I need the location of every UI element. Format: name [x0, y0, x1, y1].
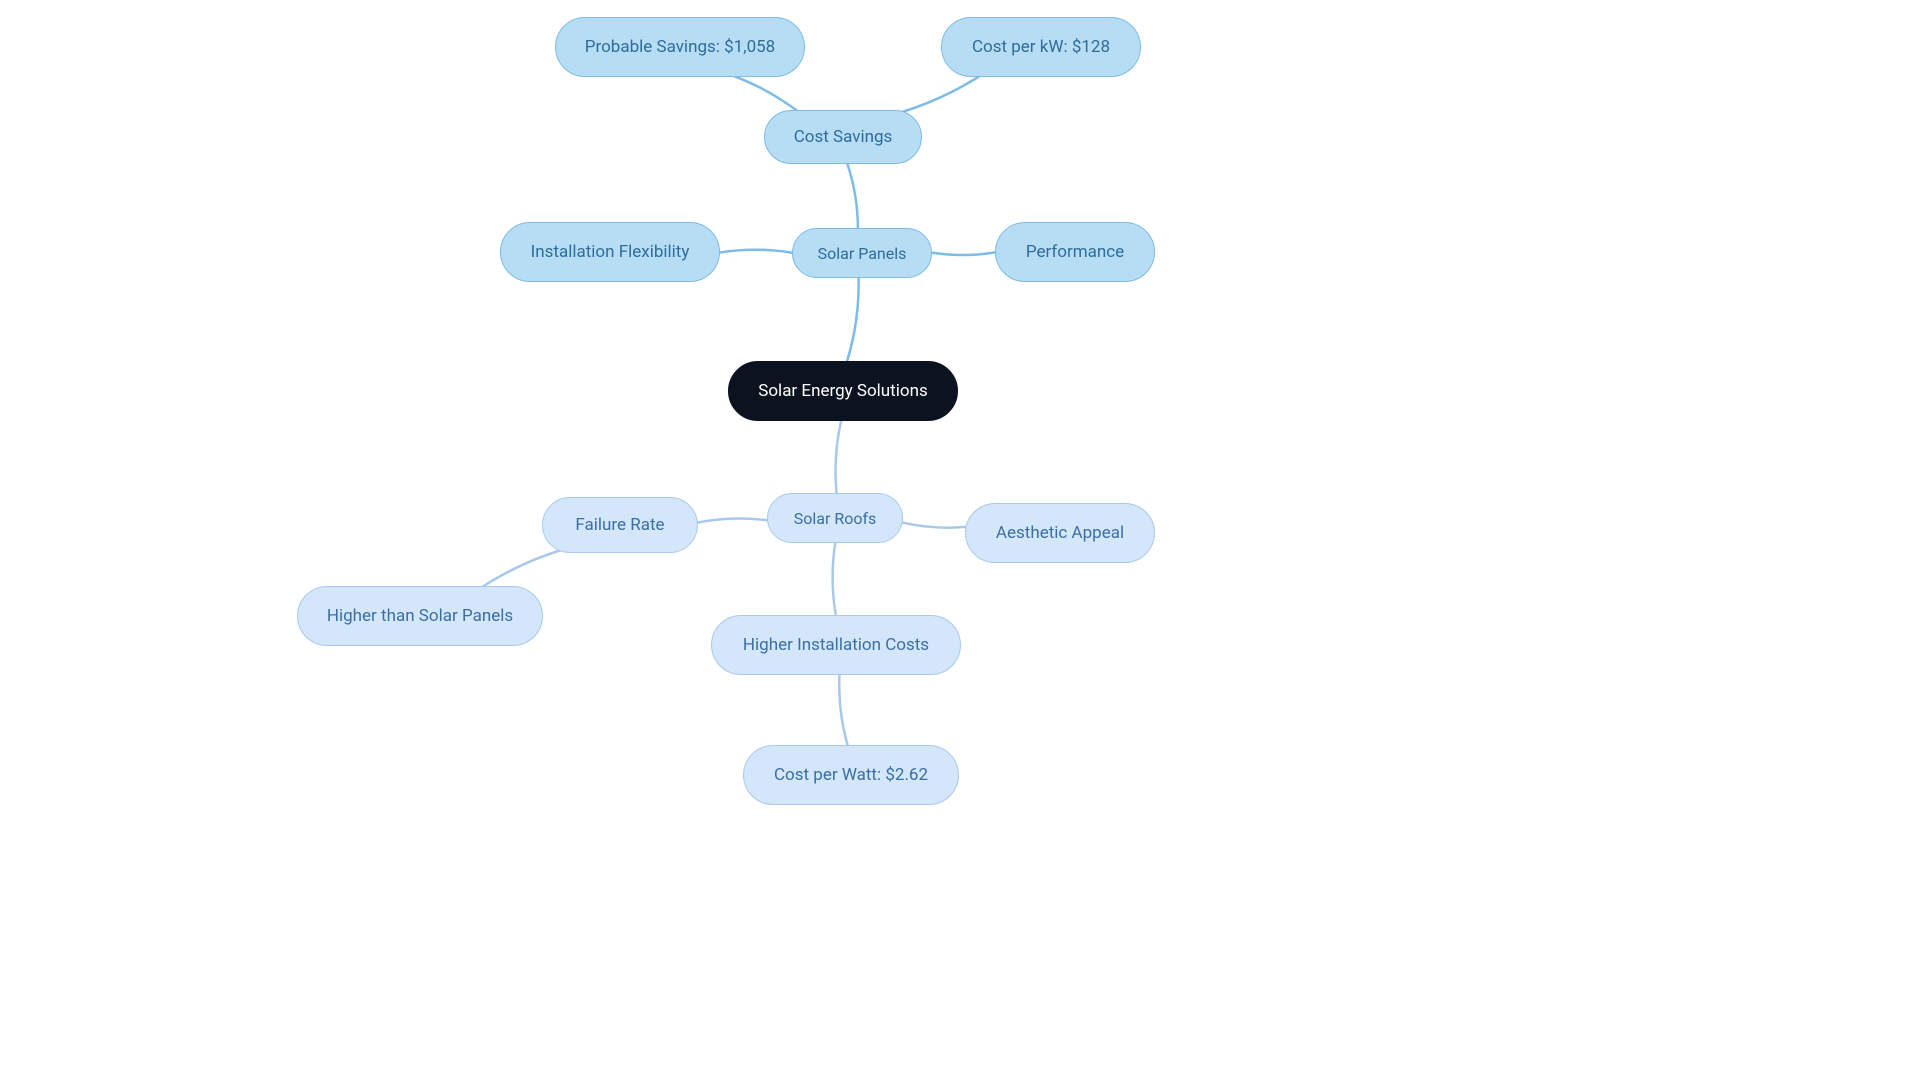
node-label: Solar Panels: [818, 244, 907, 263]
edge-solar_roofs-failure_rate: [698, 518, 768, 522]
node-root: Solar Energy Solutions: [728, 361, 958, 421]
edge-solar_roofs-higher_installation_costs: [833, 543, 836, 615]
edge-root-solar_panels: [847, 278, 858, 361]
node-higher_installation_costs: Higher Installation Costs: [711, 615, 961, 675]
edge-higher_installation_costs-cost_per_watt: [839, 675, 847, 745]
node-probable_savings: Probable Savings: $1,058: [555, 17, 805, 77]
edge-cost_savings-cost_per_kw: [890, 72, 985, 115]
node-label: Performance: [1026, 242, 1124, 262]
node-solar_panels: Solar Panels: [792, 228, 932, 278]
edge-solar_roofs-aesthetic_appeal: [902, 522, 967, 527]
node-cost_per_kw: Cost per kW: $128: [941, 17, 1141, 77]
node-label: Solar Roofs: [794, 509, 877, 528]
node-label: Cost Savings: [794, 127, 893, 147]
edge-solar_panels-cost_savings: [847, 164, 857, 228]
edge-solar_panels-installation_flexibility: [720, 250, 792, 253]
diagram-edges: [0, 0, 1920, 1083]
node-label: Higher than Solar Panels: [327, 606, 513, 626]
node-higher_than_panels: Higher than Solar Panels: [297, 586, 543, 646]
edge-solar_panels-performance: [932, 252, 995, 255]
node-label: Failure Rate: [575, 515, 664, 535]
node-solar_roofs: Solar Roofs: [767, 493, 903, 543]
edge-root-solar_roofs: [836, 421, 842, 493]
edge-failure_rate-higher_than_panels: [478, 547, 572, 590]
node-label: Installation Flexibility: [531, 242, 690, 262]
node-cost_per_watt: Cost per Watt: $2.62: [743, 745, 959, 805]
node-label: Higher Installation Costs: [743, 635, 929, 655]
edge-cost_savings-probable_savings: [730, 75, 802, 115]
node-label: Cost per kW: $128: [972, 37, 1110, 57]
node-installation_flexibility: Installation Flexibility: [500, 222, 720, 282]
node-label: Probable Savings: $1,058: [585, 37, 775, 57]
node-aesthetic_appeal: Aesthetic Appeal: [965, 503, 1155, 563]
node-failure_rate: Failure Rate: [542, 497, 698, 553]
node-label: Aesthetic Appeal: [996, 523, 1124, 543]
node-label: Solar Energy Solutions: [758, 381, 927, 401]
node-label: Cost per Watt: $2.62: [774, 765, 928, 785]
node-performance: Performance: [995, 222, 1155, 282]
node-cost_savings: Cost Savings: [764, 110, 922, 164]
